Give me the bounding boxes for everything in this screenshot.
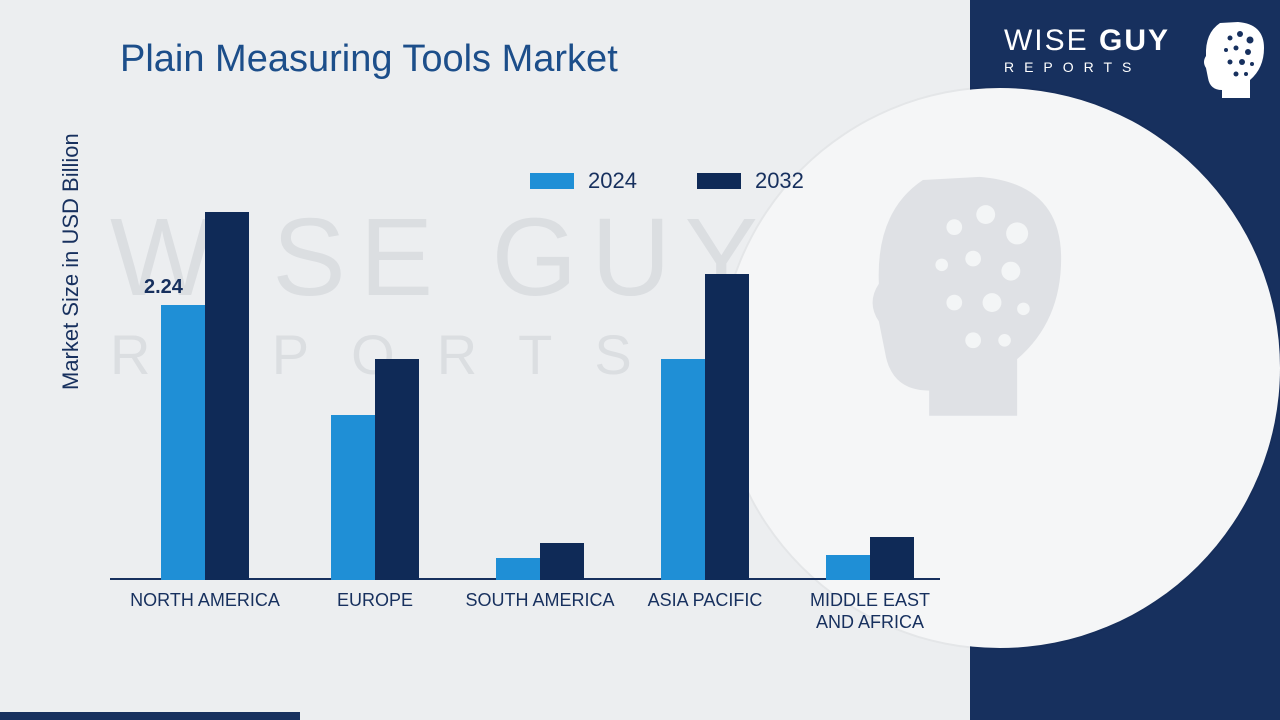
- brand-head-icon: [1200, 18, 1270, 98]
- brand-logo: WISE GUY REPORTS: [1004, 26, 1170, 74]
- legend-label-b: 2032: [755, 168, 804, 194]
- bar-series-b: [870, 537, 914, 580]
- bar-series-a: [496, 558, 540, 580]
- bar-series-a: [826, 555, 870, 580]
- bar-series-a: [661, 359, 705, 580]
- category-label: NORTH AMERICA: [125, 590, 285, 612]
- plot-area: NORTH AMERICA2.24 EUROPE SOUTH AMERICA ASIA…: [110, 200, 940, 580]
- bar-series-b: [205, 212, 249, 580]
- bar-series-b: [705, 274, 749, 580]
- category-label: MIDDLE EAST AND AFRICA: [790, 590, 950, 633]
- y-axis-label: Market Size in USD Billion: [58, 133, 84, 390]
- legend-swatch-b: [697, 173, 741, 189]
- bar-group: EUROPE: [310, 359, 440, 580]
- decor-bottom-strip: [0, 712, 300, 720]
- legend-item-2032: 2032: [697, 168, 804, 194]
- bar-group: ASIA PACIFIC: [640, 274, 770, 580]
- legend-item-2024: 2024: [530, 168, 637, 194]
- legend-label-a: 2024: [588, 168, 637, 194]
- value-label: 2.24: [144, 276, 183, 299]
- legend: 2024 2032: [530, 168, 804, 194]
- bar-series-a: [161, 305, 205, 580]
- bar-group: MIDDLE EAST AND AFRICA: [805, 537, 935, 580]
- bar-group: NORTH AMERICA2.24: [140, 212, 270, 580]
- bar-series-b: [375, 359, 419, 580]
- bar-group: SOUTH AMERICA: [475, 543, 605, 580]
- brand-word-2: GUY: [1099, 24, 1170, 57]
- category-label: SOUTH AMERICA: [460, 590, 620, 612]
- category-label: ASIA PACIFIC: [625, 590, 785, 612]
- brand-word-1: WISE: [1004, 24, 1089, 57]
- category-label: EUROPE: [295, 590, 455, 612]
- chart-title: Plain Measuring Tools Market: [120, 38, 618, 81]
- brand-subtitle: REPORTS: [1004, 60, 1170, 74]
- bar-series-b: [540, 543, 584, 580]
- bar-series-a: [331, 415, 375, 580]
- legend-swatch-a: [530, 173, 574, 189]
